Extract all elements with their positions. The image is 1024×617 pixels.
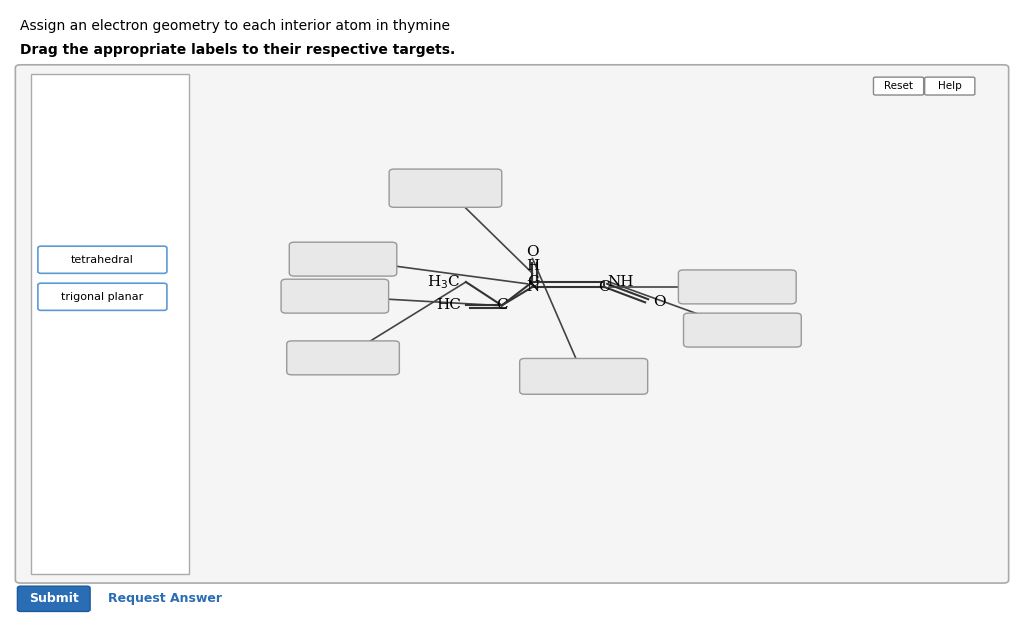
Text: C: C <box>496 299 508 312</box>
Text: HC: HC <box>436 299 461 312</box>
Text: N: N <box>526 280 539 294</box>
FancyBboxPatch shape <box>519 358 647 394</box>
Text: O: O <box>526 244 539 259</box>
Text: Reset: Reset <box>884 81 913 91</box>
Text: Assign an electron geometry to each interior atom in thymine: Assign an electron geometry to each inte… <box>20 19 451 33</box>
Text: H: H <box>526 259 539 273</box>
FancyBboxPatch shape <box>925 77 975 95</box>
Bar <box>31 74 189 574</box>
FancyBboxPatch shape <box>290 242 397 276</box>
FancyBboxPatch shape <box>38 283 167 310</box>
Text: H$_3$C: H$_3$C <box>427 273 461 291</box>
Text: Drag the appropriate labels to their respective targets.: Drag the appropriate labels to their res… <box>20 43 456 57</box>
FancyBboxPatch shape <box>389 169 502 207</box>
Text: Request Answer: Request Answer <box>108 592 221 605</box>
Text: O: O <box>653 296 666 309</box>
Text: C: C <box>598 280 610 294</box>
FancyBboxPatch shape <box>873 77 924 95</box>
Text: Submit: Submit <box>29 592 79 605</box>
FancyBboxPatch shape <box>281 279 389 313</box>
FancyBboxPatch shape <box>17 586 90 611</box>
Text: NH: NH <box>607 275 634 289</box>
FancyBboxPatch shape <box>678 270 797 304</box>
FancyBboxPatch shape <box>684 313 801 347</box>
Text: trigonal planar: trigonal planar <box>61 292 143 302</box>
FancyBboxPatch shape <box>287 341 399 375</box>
Text: Help: Help <box>938 81 962 91</box>
Text: tetrahedral: tetrahedral <box>71 255 134 265</box>
Text: C: C <box>526 275 539 289</box>
FancyBboxPatch shape <box>38 246 167 273</box>
FancyBboxPatch shape <box>15 65 1009 583</box>
